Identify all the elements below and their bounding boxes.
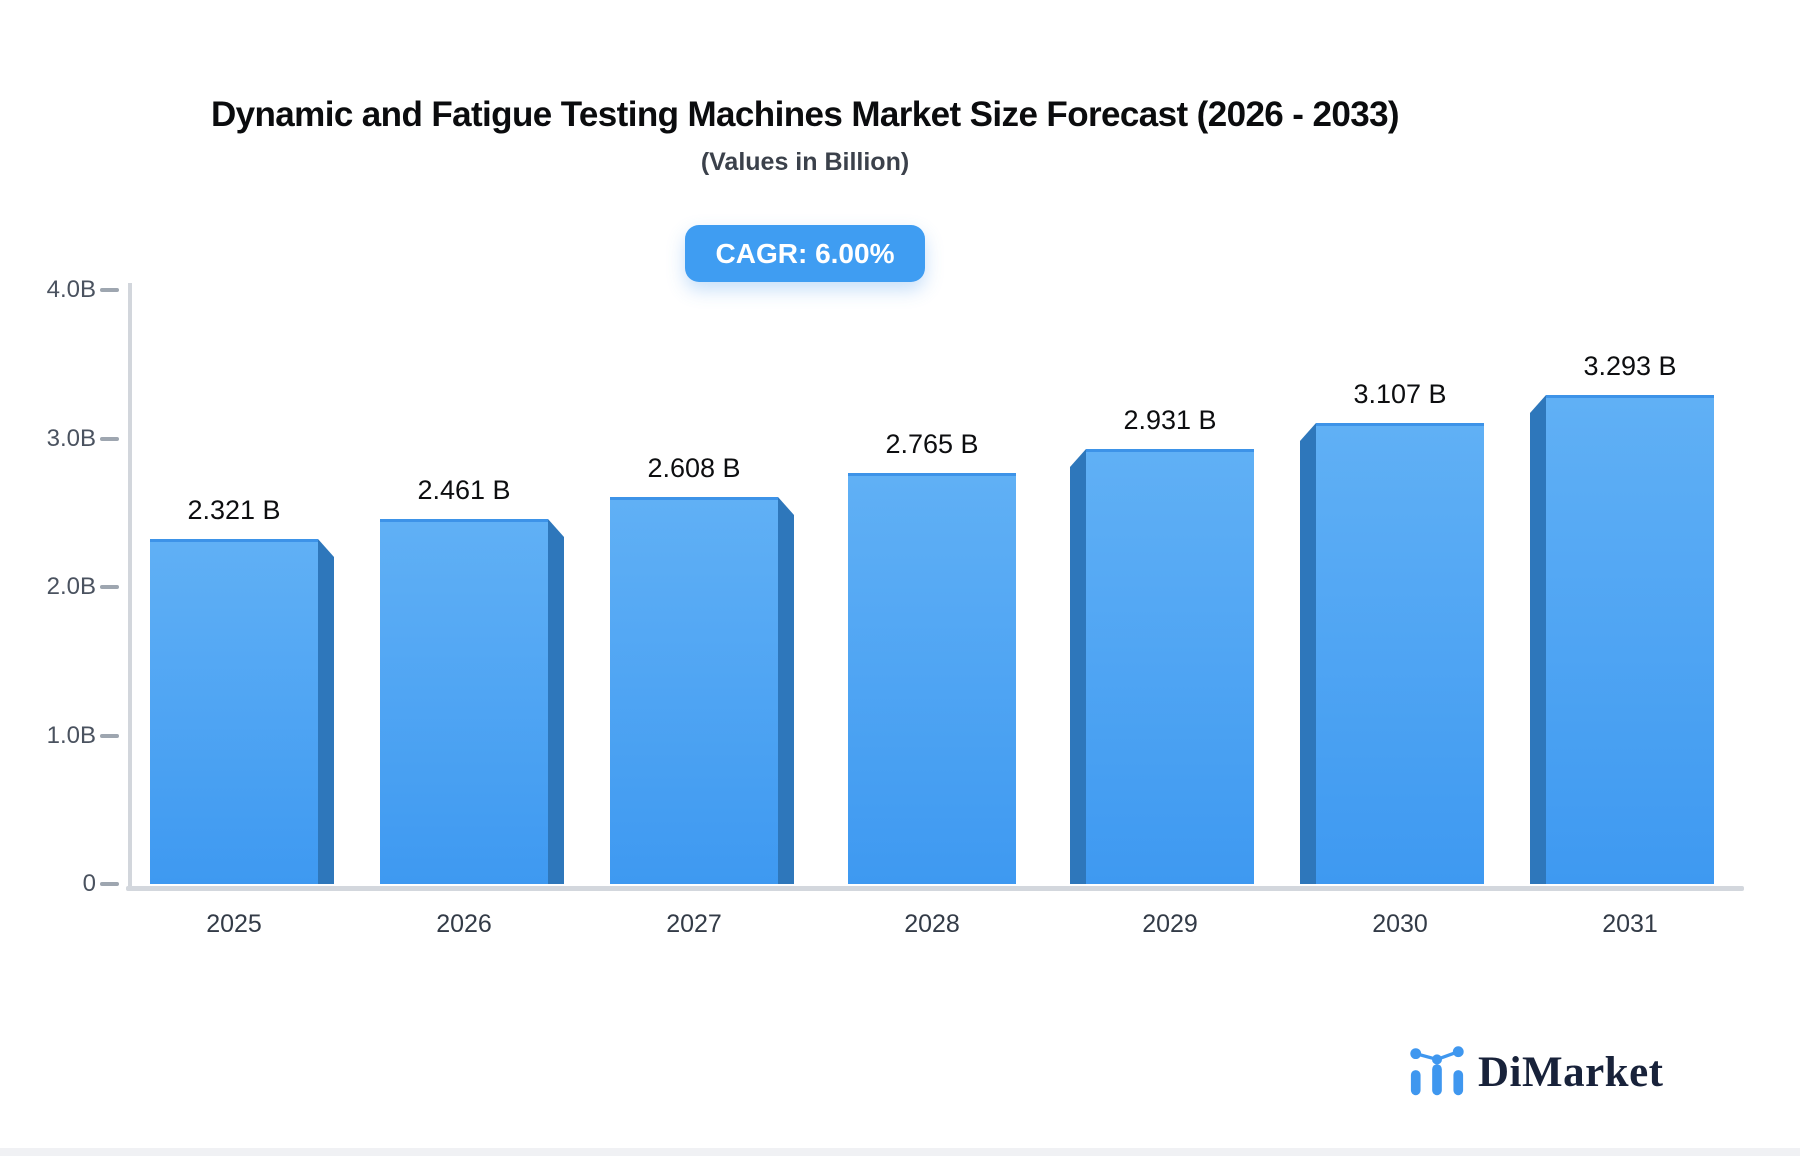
x-tick-label: 2027	[666, 910, 722, 938]
bar-side-shade	[548, 519, 564, 884]
bar-face	[610, 497, 778, 884]
bar-value-label: 2.765 B	[885, 429, 979, 459]
bar-2026	[380, 519, 564, 884]
y-tick-dash	[100, 585, 119, 589]
bar-2028	[848, 473, 1016, 884]
bar-face	[380, 519, 548, 884]
bar-side-shade	[1300, 423, 1316, 884]
bar-2031	[1530, 395, 1714, 884]
bar-side-shade	[778, 497, 794, 884]
y-tick-dash	[100, 882, 119, 886]
bar-2029	[1070, 449, 1254, 884]
brand-logo: DiMarket	[1408, 1036, 1664, 1108]
x-axis-line	[126, 886, 1744, 891]
bar-value-label: 3.293 B	[1583, 351, 1677, 381]
bar-value-label: 2.461 B	[417, 475, 511, 505]
bar-side-shade	[318, 539, 334, 884]
bar-face	[848, 473, 1016, 884]
cagr-badge: CAGR: 6.00%	[685, 225, 925, 282]
bar-2030	[1300, 423, 1484, 884]
bar-face	[1086, 449, 1254, 884]
x-tick-label: 2031	[1602, 910, 1658, 938]
y-tick-label: 4.0B	[46, 276, 96, 303]
y-tick-label: 2.0B	[46, 573, 96, 600]
bar-face	[1546, 395, 1714, 884]
y-tick-dash	[100, 436, 119, 441]
y-tick-label: 1.0B	[46, 721, 96, 749]
bar-value-label: 2.321 B	[187, 495, 281, 525]
y-axis-line	[128, 283, 132, 890]
bar-side-shade	[1070, 449, 1086, 884]
bar-value-label: 2.931 B	[1123, 405, 1217, 435]
bar-value-label: 3.107 B	[1353, 379, 1447, 409]
chart-subtitle: (Values in Billion)	[700, 148, 910, 176]
x-tick-label: 2025	[206, 910, 262, 938]
y-tick-dash	[100, 733, 119, 738]
y-tick-label: 0	[82, 870, 96, 897]
bar-face	[150, 539, 318, 884]
x-tick-label: 2028	[904, 910, 960, 938]
y-tick-dash	[100, 288, 119, 292]
x-tick-label: 2026	[436, 910, 492, 938]
brand-logo-text: DiMarket	[1478, 1048, 1664, 1096]
dimarket-logo-icon	[1410, 1046, 1464, 1096]
bar-side-shade	[1530, 395, 1546, 884]
bottom-edge-strip	[0, 1148, 1800, 1156]
bar-face	[1316, 423, 1484, 884]
y-tick-label: 3.0B	[46, 424, 96, 452]
bar-2025	[150, 539, 334, 884]
chart-title: Dynamic and Fatigue Testing Machines Mar…	[210, 95, 1400, 134]
bar-2027	[610, 497, 794, 884]
bar-value-label: 2.608 B	[647, 453, 741, 483]
x-tick-label: 2030	[1372, 910, 1428, 938]
x-tick-label: 2029	[1142, 910, 1198, 938]
